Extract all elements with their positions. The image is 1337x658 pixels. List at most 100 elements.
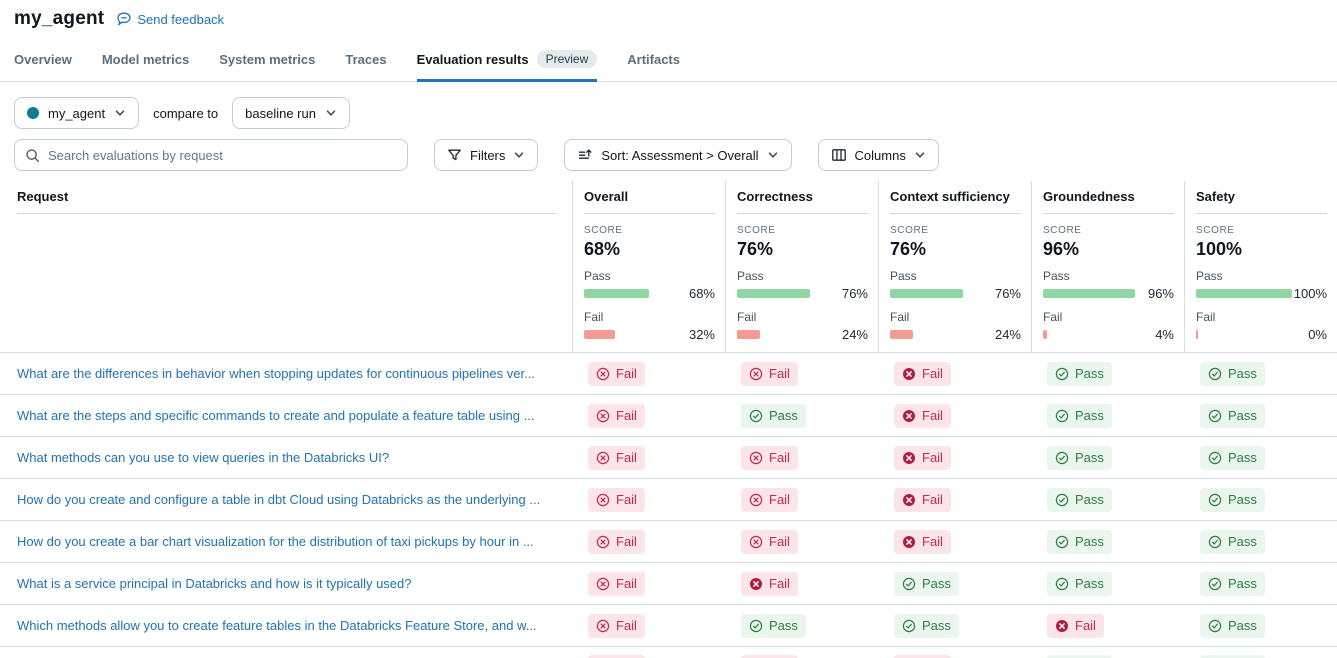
- request-link[interactable]: Which methods allow you to create featur…: [17, 618, 537, 633]
- check-circle-icon: [1208, 367, 1222, 380]
- fail-stat-label: Fail: [584, 310, 604, 324]
- request-cell: Which methods allow you to create featur…: [0, 618, 572, 633]
- pass-badge[interactable]: Pass: [1200, 571, 1265, 596]
- result-cell: Fail: [572, 403, 725, 428]
- result-cell: Fail: [725, 487, 878, 512]
- request-link[interactable]: How do you create and configure a table …: [17, 492, 541, 507]
- chevron-down-icon: [915, 152, 925, 158]
- search-box[interactable]: [14, 139, 408, 171]
- request-link[interactable]: How do you create a bar chart visualizat…: [17, 534, 534, 549]
- fail-badge[interactable]: Fail: [741, 529, 798, 554]
- filters-button[interactable]: Filters: [434, 139, 539, 171]
- pass-badge[interactable]: Pass: [894, 613, 959, 638]
- pass-badge[interactable]: Pass: [1047, 445, 1112, 470]
- fail-root-cause-badge[interactable]: Fail: [894, 445, 951, 470]
- fail-root-cause-badge[interactable]: Fail: [741, 571, 798, 596]
- fail-badge[interactable]: Fail: [741, 361, 798, 386]
- search-input[interactable]: [48, 147, 397, 163]
- fail-badge[interactable]: Fail: [588, 571, 645, 596]
- result-cell: Pass: [1184, 403, 1337, 428]
- send-feedback-link[interactable]: Send feedback: [116, 11, 224, 27]
- pass-badge[interactable]: Pass: [741, 403, 806, 428]
- pass-badge[interactable]: Pass: [1200, 361, 1265, 386]
- tab-system-metrics[interactable]: System metrics: [219, 46, 315, 82]
- fail-percentage: 24%: [994, 327, 1021, 342]
- badge-label: Fail: [922, 534, 943, 549]
- pass-badge[interactable]: Pass: [1200, 487, 1265, 512]
- metric-column-header[interactable]: Safety SCORE 100% Pass 100% Fail 0%: [1184, 181, 1337, 352]
- result-cell: Pass: [1031, 445, 1184, 470]
- pass-badge[interactable]: Pass: [1200, 403, 1265, 428]
- fail-root-cause-badge[interactable]: Fail: [894, 487, 951, 512]
- pass-badge[interactable]: Pass: [1200, 529, 1265, 554]
- sort-button[interactable]: Sort: Assessment > Overall: [564, 139, 792, 171]
- tab-artifacts[interactable]: Artifacts: [627, 46, 680, 82]
- fail-badge[interactable]: Fail: [741, 445, 798, 470]
- pass-badge[interactable]: Pass: [1047, 361, 1112, 386]
- run-selector[interactable]: my_agent: [14, 97, 140, 129]
- result-cell: Pass: [1031, 487, 1184, 512]
- table-row: What is a service principal in Databrick…: [0, 562, 1337, 604]
- tab-model-metrics[interactable]: Model metrics: [102, 46, 189, 82]
- tab-label: Overview: [14, 51, 72, 67]
- pass-badge[interactable]: Pass: [894, 571, 959, 596]
- fail-badge[interactable]: Fail: [741, 655, 798, 658]
- metric-name: Overall: [584, 189, 715, 214]
- pass-badge[interactable]: Pass: [1047, 487, 1112, 512]
- fail-root-cause-badge[interactable]: Fail: [1047, 613, 1104, 638]
- baseline-run-selector[interactable]: baseline run: [232, 97, 350, 129]
- pass-badge[interactable]: Pass: [1047, 571, 1112, 596]
- fail-badge[interactable]: Fail: [588, 403, 645, 428]
- tab-label: System metrics: [219, 51, 316, 67]
- fail-badge[interactable]: Fail: [588, 361, 645, 386]
- request-link[interactable]: What is a service principal in Databrick…: [17, 576, 412, 591]
- request-link[interactable]: What are the steps and specific commands…: [17, 408, 535, 423]
- tab-evaluation-results[interactable]: Evaluation results Preview: [416, 46, 598, 82]
- pass-badge[interactable]: Pass: [1047, 655, 1112, 658]
- pass-stat: Pass 96%: [1043, 269, 1174, 301]
- request-link[interactable]: What methods can you use to view queries…: [17, 450, 390, 465]
- badge-label: Fail: [1075, 618, 1096, 633]
- table-row: How do you create and configure a table …: [0, 478, 1337, 520]
- pass-badge[interactable]: Pass: [1047, 529, 1112, 554]
- fail-badge[interactable]: Fail: [741, 487, 798, 512]
- x-circle-solid-icon: [903, 451, 915, 464]
- pass-badge[interactable]: Pass: [1047, 403, 1112, 428]
- fail-percentage: 4%: [1155, 327, 1174, 342]
- request-link[interactable]: What are the differences in behavior whe…: [17, 366, 535, 381]
- pass-stat: Pass 100%: [1196, 269, 1327, 301]
- fail-badge[interactable]: Fail: [588, 613, 645, 638]
- badge-label: Fail: [769, 450, 790, 465]
- request-column-header-label: Request: [17, 189, 556, 214]
- metric-column-header[interactable]: Context sufficiency SCORE 76% Pass 76% F…: [878, 181, 1031, 352]
- fail-root-cause-badge[interactable]: Fail: [894, 655, 951, 658]
- fail-stat-label: Fail: [1196, 310, 1216, 324]
- score-value: 76%: [737, 239, 774, 259]
- metric-column-header[interactable]: Overall SCORE 68% Pass 68% Fail 32%: [572, 181, 725, 352]
- result-cell: Fail: [725, 571, 878, 596]
- pass-badge[interactable]: Pass: [741, 613, 806, 638]
- columns-button[interactable]: Columns: [817, 139, 939, 171]
- x-circle-solid-icon: [1056, 619, 1068, 632]
- pass-badge[interactable]: Pass: [1200, 655, 1265, 658]
- result-cell: Pass: [1031, 361, 1184, 386]
- fail-root-cause-badge[interactable]: Fail: [894, 529, 951, 554]
- fail-badge[interactable]: Fail: [588, 487, 645, 512]
- metric-column-header[interactable]: Correctness SCORE 76% Pass 76% Fail 24%: [725, 181, 878, 352]
- result-cell: Fail: [725, 655, 878, 658]
- tab-traces[interactable]: Traces: [345, 46, 386, 82]
- check-circle-icon: [1208, 619, 1222, 632]
- fail-root-cause-badge[interactable]: Fail: [894, 403, 951, 428]
- results-table-header: Request Overall SCORE 68% Pass 68% Fail …: [0, 181, 1337, 352]
- fail-badge[interactable]: Fail: [588, 655, 645, 658]
- badge-label: Fail: [616, 618, 637, 633]
- fail-badge[interactable]: Fail: [588, 445, 645, 470]
- fail-root-cause-badge[interactable]: Fail: [894, 361, 951, 386]
- pass-badge[interactable]: Pass: [1200, 613, 1265, 638]
- x-circle-outline-icon: [596, 451, 610, 464]
- result-cell: Fail: [572, 571, 725, 596]
- metric-column-header[interactable]: Groundedness SCORE 96% Pass 96% Fail 4%: [1031, 181, 1184, 352]
- tab-overview[interactable]: Overview: [14, 46, 72, 82]
- pass-badge[interactable]: Pass: [1200, 445, 1265, 470]
- fail-badge[interactable]: Fail: [588, 529, 645, 554]
